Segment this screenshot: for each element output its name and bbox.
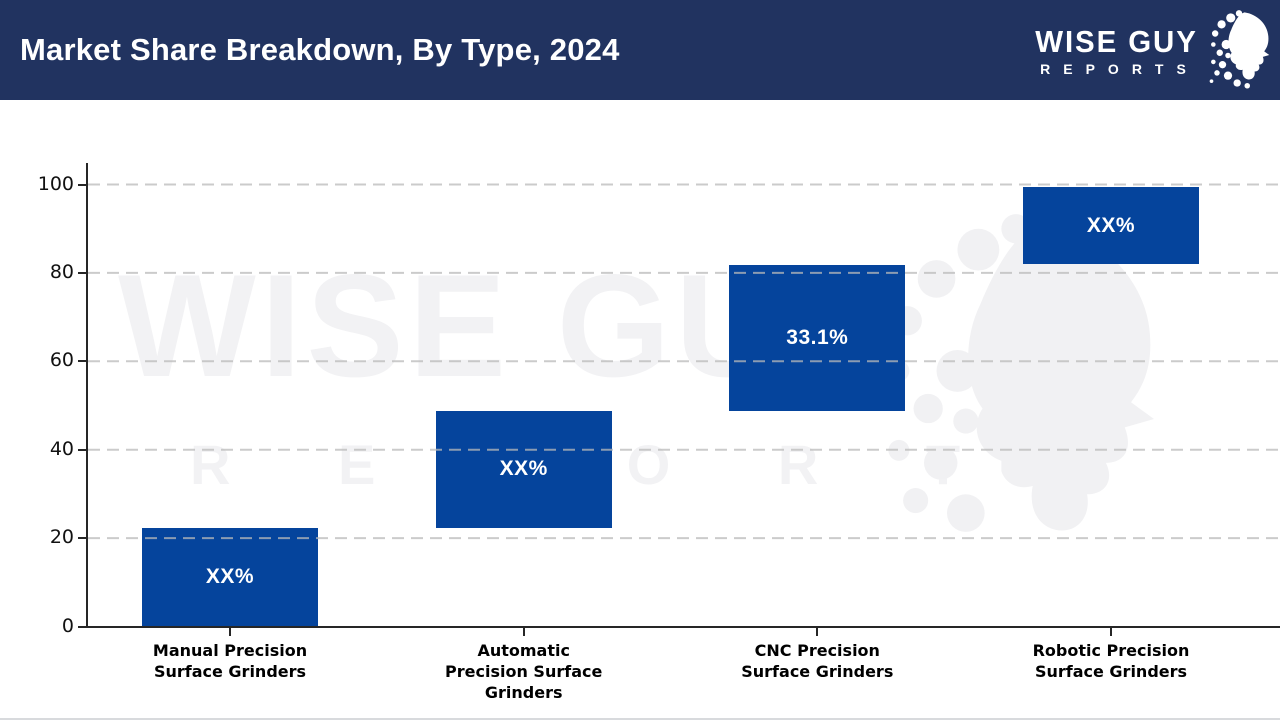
category-label: Robotic Precision Surface Grinders [1032,641,1190,682]
y-tick-mark [78,448,86,451]
x-tick-mark [1110,627,1112,636]
y-tick-mark [78,360,86,363]
bar-4: XX% [1023,186,1199,265]
y-tick-mark [78,625,86,628]
y-axis-line [86,163,88,628]
y-tick-label: 60 [49,349,74,372]
category-label: CNC Precision Surface Grinders [741,641,894,682]
x-tick-mark [229,627,231,636]
y-tick-label: 20 [49,526,74,549]
brand-subname: REPORTS [1040,60,1199,77]
y-tick-label: 0 [61,614,74,637]
bar-1: XX% [142,527,318,627]
y-tick-mark [78,271,86,274]
y-tick-label: 100 [37,172,74,195]
x-tick-mark [522,627,525,636]
bar-3: 33.1% [729,264,906,411]
y-tick-label: 80 [49,260,74,283]
bar-value-label: XX% [499,457,548,481]
y-tick-mark [78,537,86,540]
brand-logo-text: WISE GUY REPORTS [1031,24,1202,77]
watermark-head-icon [888,214,1154,532]
y-tick-label: 40 [49,437,74,460]
bar-2: XX% [435,410,612,528]
brand-logo: WISE GUY REPORTS [1031,6,1272,94]
y-tick-mark [78,183,86,186]
category-label: Automatic Precision Surface Grinders [445,641,603,703]
bar-value-label: XX% [205,565,255,589]
bar-value-label: XX% [1086,213,1136,237]
bar-value-label: 33.1% [786,325,849,349]
x-axis-line [84,625,1280,628]
brand-name: WISE GUY [1035,23,1198,59]
logo-head-icon [1209,10,1270,89]
x-tick-mark [816,627,819,636]
category-label: Manual Precision Surface Grinders [152,641,308,682]
page-title: Market Share Breakdown, By Type, 2024 [20,32,620,67]
chart-area: WISE GUY R E P O R T S 0 20 40 60 80 100 XX% XX… [0,100,1280,718]
header-bar: Market Share Breakdown, By Type, 2024 WI… [0,0,1280,100]
